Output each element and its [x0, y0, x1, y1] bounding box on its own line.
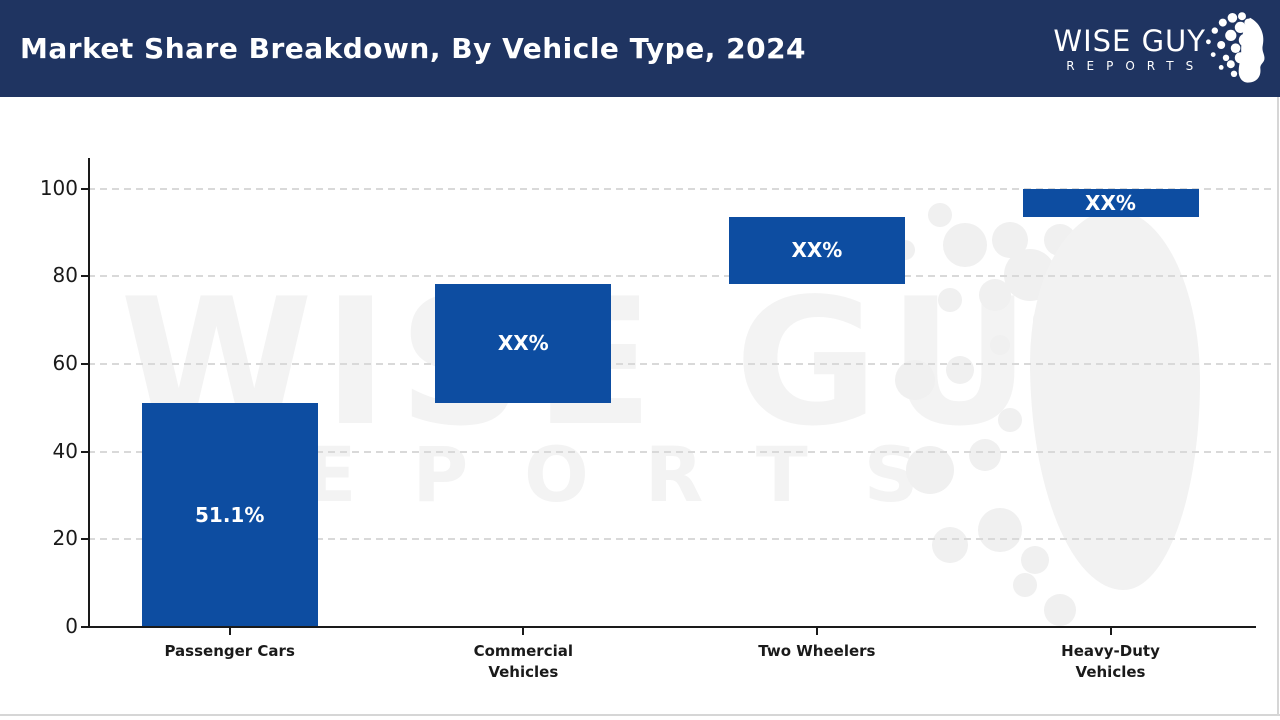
gridline-80 — [88, 275, 1276, 278]
y-tick-60 — [81, 362, 88, 365]
watermark-dot — [978, 508, 1022, 552]
watermark-dot — [990, 335, 1010, 355]
watermark-dot — [1044, 594, 1076, 626]
frame-bottom-line — [0, 714, 1280, 716]
gridline-40 — [88, 450, 1276, 453]
gridline-60 — [88, 362, 1276, 365]
y-tick-20 — [81, 538, 88, 541]
watermark-dot — [928, 203, 952, 227]
logo-head-icon — [1206, 12, 1265, 83]
bar-heavy-duty-vehicles: XX% — [1022, 188, 1199, 218]
x-axis-spine — [86, 626, 1256, 628]
brand-logo: WISE GUY REPORTS — [1053, 8, 1266, 90]
bar-passenger-cars: 51.1% — [141, 402, 318, 627]
y-tick-label-100: 100 — [39, 175, 78, 200]
category-label-1: Commercial Vehicles — [473, 642, 574, 681]
watermark-dot — [906, 446, 954, 494]
bar-two-wheelers: XX% — [728, 217, 905, 284]
watermark-dot — [943, 223, 987, 267]
watermark-dot — [1013, 573, 1037, 597]
bar-value-label: XX% — [791, 238, 843, 263]
watermark-dot — [946, 356, 974, 384]
watermark-dot — [998, 408, 1022, 432]
chart-title: Market Share Breakdown, By Vehicle Type,… — [20, 32, 807, 65]
y-tick-label-80: 80 — [52, 263, 78, 288]
bar-value-label: XX% — [497, 331, 549, 356]
logo-wordmark: WISE GUY REPORTS — [1053, 24, 1206, 74]
x-tick-1 — [522, 627, 525, 635]
bar-value-label: XX% — [1085, 190, 1136, 215]
header-bar: Market Share Breakdown, By Vehicle Type,… — [0, 0, 1280, 97]
y-axis-spine — [88, 158, 90, 627]
y-tick-0 — [81, 626, 88, 628]
watermark-dot — [895, 360, 935, 400]
category-label-3: Heavy-Duty Vehicles — [1061, 642, 1160, 681]
x-tick-2 — [815, 627, 818, 635]
category-label-2: Two Wheelers — [758, 642, 876, 660]
bar-value-label: 51.1% — [194, 502, 265, 527]
gridline-100 — [88, 187, 1276, 190]
y-tick-label-20: 20 — [52, 526, 78, 551]
watermark-dot — [1021, 546, 1049, 574]
y-tick-label-60: 60 — [52, 350, 78, 375]
y-tick-label-40: 40 — [52, 438, 78, 463]
watermark-dot — [969, 439, 1001, 471]
y-tick-100 — [81, 187, 88, 190]
logo-wordmark-sub: REPORTS — [1066, 59, 1206, 73]
category-label-0: Passenger Cars — [164, 642, 295, 660]
y-tick-label-0: 0 — [65, 614, 78, 638]
bar-commercial-vehicles: XX% — [435, 283, 612, 403]
watermark-dot — [932, 527, 968, 563]
y-tick-40 — [81, 450, 88, 453]
logo-wordmark-main: WISE GUY — [1053, 24, 1206, 58]
x-tick-0 — [228, 627, 231, 635]
gridline-20 — [88, 538, 1276, 541]
x-tick-3 — [1109, 627, 1112, 635]
y-tick-80 — [81, 275, 88, 278]
frame-right-line — [1277, 97, 1279, 716]
watermark-face-silhouette — [1030, 210, 1200, 590]
watermark-dot — [938, 288, 962, 312]
